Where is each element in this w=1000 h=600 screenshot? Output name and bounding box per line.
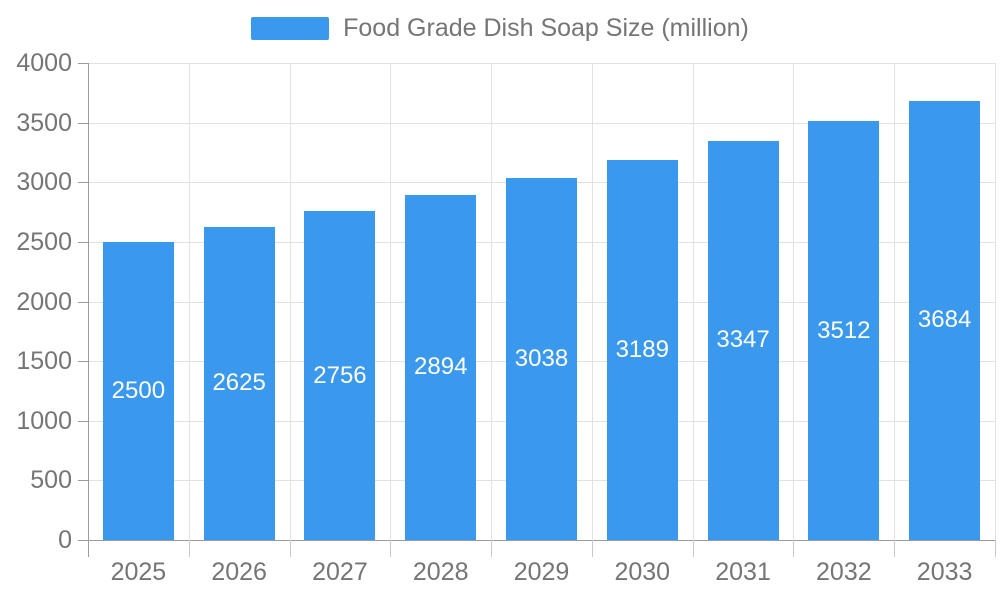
gridline-v	[894, 63, 896, 540]
bar-value-label: 2756	[313, 361, 367, 389]
bar[interactable]: 2500	[102, 241, 174, 540]
bar-value-label: 3684	[917, 306, 972, 334]
gridline-v	[491, 63, 493, 540]
y-tick	[78, 122, 88, 124]
y-tick	[78, 182, 88, 184]
x-axis-label: 2025	[110, 558, 167, 586]
x-axis-label: 2030	[614, 558, 671, 586]
bar[interactable]: 2756	[304, 211, 376, 540]
gridline-v	[692, 63, 694, 540]
y-axis-label: 500	[30, 466, 72, 495]
bar-value-label: 2500	[111, 376, 166, 404]
bar-value-label: 3512	[817, 316, 871, 344]
legend[interactable]: Food Grade Dish Soap Size (million)	[0, 14, 1000, 43]
x-tick	[390, 540, 392, 557]
x-axis-label: 2027	[312, 558, 368, 586]
y-tick	[78, 301, 88, 303]
x-tick	[692, 540, 694, 557]
x-axis-label: 2028	[412, 558, 469, 586]
bar-value-label: 2625	[212, 369, 266, 397]
bar-value-label: 3038	[514, 344, 569, 372]
y-tick	[78, 241, 88, 243]
x-tick	[591, 540, 593, 557]
bar[interactable]: 2625	[203, 226, 275, 540]
y-axis-label: 3000	[16, 168, 72, 197]
bar[interactable]: 3684	[909, 100, 981, 540]
x-axis-label: 2026	[211, 558, 267, 586]
gridline-v	[289, 63, 291, 540]
y-tick	[78, 361, 88, 363]
x-tick	[894, 540, 896, 557]
gridline-v	[188, 63, 190, 540]
x-axis-label: 2031	[715, 558, 771, 586]
bar-value-label: 3347	[716, 326, 770, 354]
bar[interactable]: 3347	[707, 140, 779, 540]
y-tick	[78, 420, 88, 422]
x-tick	[995, 540, 996, 557]
gridline-v	[390, 63, 392, 540]
x-tick	[793, 540, 795, 557]
gridline-v	[995, 63, 996, 540]
x-axis-label: 2032	[816, 558, 872, 586]
y-axis-label: 2500	[16, 227, 72, 256]
bar-value-label: 2894	[414, 353, 468, 381]
legend-swatch-icon	[251, 17, 330, 40]
x-tick	[289, 540, 291, 557]
y-axis-label: 2000	[16, 287, 72, 316]
legend-label: Food Grade Dish Soap Size (million)	[343, 14, 749, 42]
y-axis-label: 0	[58, 526, 72, 554]
gridline-h	[88, 63, 995, 64]
y-axis-label: 1000	[16, 406, 72, 435]
y-axis-label: 4000	[16, 49, 72, 77]
x-tick	[188, 540, 190, 557]
bar[interactable]: 3038	[506, 177, 577, 540]
gridline-v	[591, 63, 593, 540]
x-axis-label: 2033	[916, 558, 973, 586]
y-axis-label: 3500	[16, 108, 72, 137]
y-axis-line	[88, 63, 89, 557]
y-tick	[78, 63, 88, 64]
x-tick	[491, 540, 493, 557]
bar[interactable]: 3189	[606, 159, 678, 540]
y-axis-label: 1500	[16, 347, 72, 376]
x-axis-label: 2029	[513, 558, 570, 586]
y-tick	[78, 540, 88, 541]
bar[interactable]: 2894	[405, 194, 477, 540]
plot-area: 2500 2625 2756 2894 3038 3189 3347 3512 3684	[88, 63, 996, 540]
bar-value-label: 3189	[615, 335, 669, 363]
gridline-h	[88, 122, 995, 124]
gridline-v	[793, 63, 795, 540]
x-axis-line	[78, 540, 995, 541]
bar[interactable]: 3512	[808, 121, 880, 540]
y-tick	[78, 480, 88, 482]
